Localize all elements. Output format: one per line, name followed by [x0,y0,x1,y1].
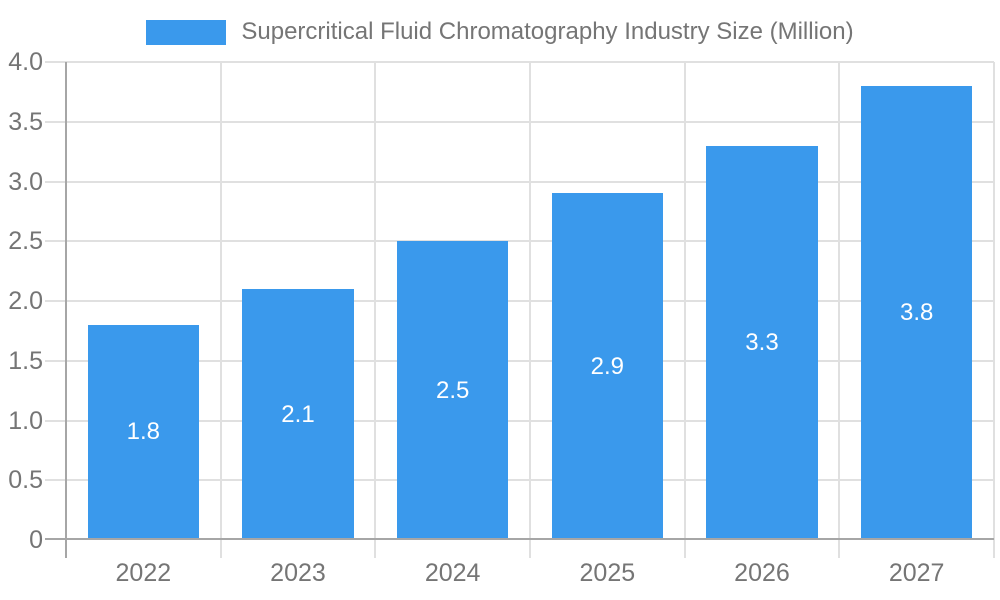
x-tick-label: 2025 [579,559,636,587]
bar-2023[interactable] [242,289,354,540]
bar-value-label: 2.1 [281,400,315,428]
x-gridline [374,62,377,558]
legend-label: Supercritical Fluid Chromatography Indus… [241,18,854,45]
y-gridline [45,61,994,63]
y-tick-label: 0 [29,526,43,554]
y-gridline [45,240,994,243]
bar-2026[interactable] [706,145,818,540]
bar-2022[interactable] [87,324,199,540]
x-tick-label: 2024 [424,559,481,587]
x-axis-line [45,538,994,540]
y-tick-label: 2.5 [8,227,43,256]
y-tick-label: 3.5 [8,107,43,136]
x-gridline [683,62,686,558]
y-gridline [45,419,994,422]
y-gridline [45,359,994,362]
bar-2025[interactable] [551,193,663,540]
x-tick-label: 2027 [888,559,945,587]
y-tick-label: 1.5 [8,346,43,375]
bar-2027[interactable] [860,85,973,540]
x-gridline [219,62,222,558]
y-axis-line [65,62,67,558]
y-gridline [45,180,994,183]
y-tick-label: 3.0 [8,167,43,196]
chart-legend[interactable]: Supercritical Fluid Chromatography Indus… [0,14,1000,50]
x-tick-label: 2026 [734,559,790,587]
x-gridline [993,62,995,558]
bar-value-label: 3.3 [745,328,779,356]
bar-value-label: 2.5 [435,376,470,404]
x-tick-label: 2023 [270,559,326,587]
bar-value-label: 1.8 [126,418,160,446]
x-gridline [838,62,841,558]
plot-area: 1.8 2.1 2.5 2.9 3.3 3.8 [45,61,995,558]
y-tick-label: 4.0 [8,48,43,76]
y-tick-label: 2.0 [8,287,43,315]
y-gridline [45,120,994,123]
bar-2024[interactable] [396,241,509,540]
bar-value-label: 2.9 [590,352,624,380]
x-gridline [529,62,531,558]
y-gridline [45,479,994,482]
y-tick-label: 0.5 [8,466,43,495]
legend-swatch [146,19,227,45]
x-tick-label: 2022 [115,559,172,587]
y-tick-label: 1.0 [8,406,43,435]
y-gridline [45,300,994,302]
bar-value-label: 3.8 [899,298,934,326]
